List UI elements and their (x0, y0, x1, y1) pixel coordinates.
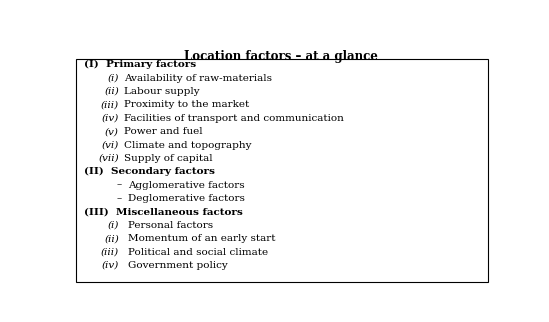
Text: Proximity to the market: Proximity to the market (124, 100, 249, 109)
Text: Location factors – at a glance: Location factors – at a glance (184, 50, 378, 63)
Text: Supply of capital: Supply of capital (124, 154, 212, 163)
Text: Momentum of an early start: Momentum of an early start (128, 234, 276, 243)
Text: Labour supply: Labour supply (124, 87, 200, 96)
Text: Facilities of transport and communication: Facilities of transport and communicatio… (124, 114, 344, 123)
Text: (I)  Primary factors: (I) Primary factors (83, 60, 195, 69)
Text: (iv): (iv) (102, 114, 119, 123)
Text: (i): (i) (108, 221, 119, 230)
Text: –: – (116, 181, 122, 190)
Text: Deglomerative factors: Deglomerative factors (128, 194, 245, 203)
Text: (vii): (vii) (98, 154, 119, 163)
Text: (vi): (vi) (102, 140, 119, 149)
Text: (i): (i) (108, 73, 119, 82)
Text: Government policy: Government policy (128, 261, 228, 270)
Text: (iv): (iv) (102, 261, 119, 270)
Text: (iii): (iii) (100, 248, 119, 257)
Text: (v): (v) (105, 127, 119, 136)
Text: Political and social climate: Political and social climate (128, 248, 268, 257)
Text: Power and fuel: Power and fuel (124, 127, 203, 136)
Text: (ii): (ii) (104, 87, 119, 96)
Text: (iii): (iii) (100, 100, 119, 109)
Text: Availability of raw-materials: Availability of raw-materials (124, 73, 272, 82)
FancyBboxPatch shape (76, 59, 488, 282)
Text: Climate and topography: Climate and topography (124, 140, 251, 149)
Text: (III)  Miscellaneous factors: (III) Miscellaneous factors (83, 207, 242, 216)
Text: (II)  Secondary factors: (II) Secondary factors (83, 167, 215, 176)
Text: Personal factors: Personal factors (128, 221, 214, 230)
Text: –: – (116, 194, 122, 203)
Text: (ii): (ii) (104, 234, 119, 243)
Text: Agglomerative factors: Agglomerative factors (128, 181, 245, 190)
